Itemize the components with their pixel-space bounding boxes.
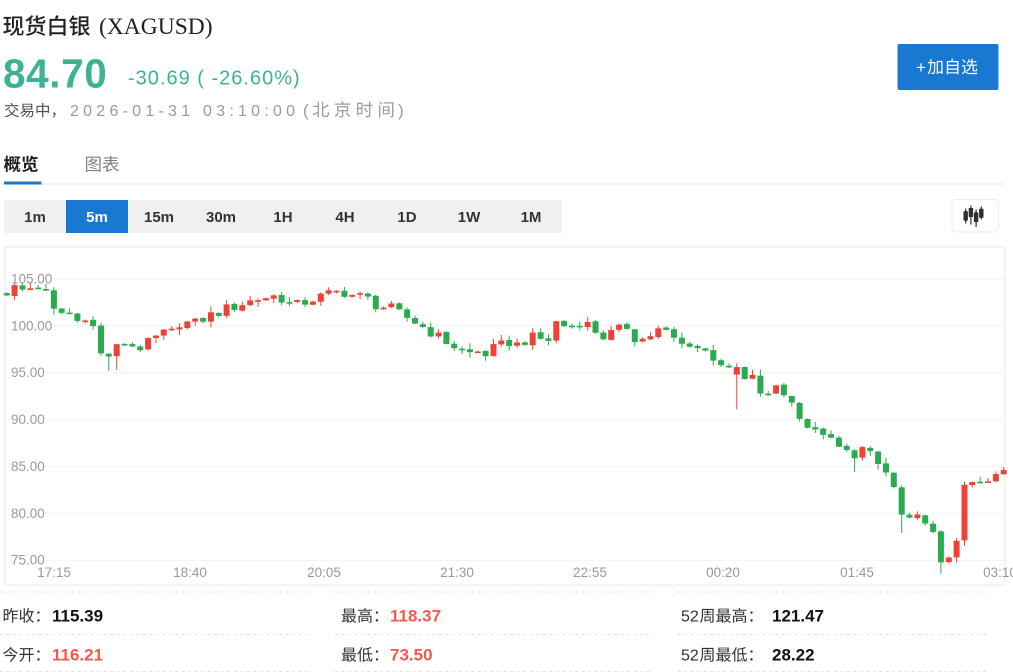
svg-text:(XAGUSD): (XAGUSD) [99,14,213,40]
svg-text:118.37: 118.37 [390,607,441,626]
svg-text:1M: 1M [521,209,542,226]
svg-text:21:30: 21:30 [440,565,474,580]
svg-text:(: ( [303,101,309,120]
svg-text:115.39: 115.39 [52,607,103,626]
svg-text:): ) [398,101,404,120]
svg-text:5m: 5m [86,209,108,226]
svg-text:22:55: 22:55 [573,565,607,580]
svg-text:80.00: 80.00 [11,506,45,521]
svg-text:00:20: 00:20 [706,565,740,580]
svg-text:121.47: 121.47 [772,607,824,626]
svg-text:105.00: 105.00 [11,272,52,287]
svg-text:90.00: 90.00 [11,412,45,427]
svg-text:03:10: 03:10 [983,565,1013,580]
svg-text:52: 52 [681,648,699,665]
svg-text:1m: 1m [24,209,46,226]
svg-text:20:05: 20:05 [307,565,341,580]
svg-text:01:45: 01:45 [840,565,874,580]
svg-text:28.22: 28.22 [772,646,815,665]
svg-text:52: 52 [681,609,699,626]
svg-text:1H: 1H [273,209,292,226]
svg-text:75.00: 75.00 [11,553,45,568]
svg-text:18:40: 18:40 [173,565,207,580]
svg-text:116.21: 116.21 [52,646,103,665]
svg-text:2026-01-31 03:10:00: 2026-01-31 03:10:00 [70,103,299,120]
svg-text:85.00: 85.00 [11,459,45,474]
svg-text:1W: 1W [458,209,481,226]
svg-text:+: + [916,58,926,77]
svg-text:95.00: 95.00 [11,365,45,380]
svg-text:15m: 15m [144,209,174,226]
svg-text:4H: 4H [335,209,354,226]
svg-text:1D: 1D [397,209,416,226]
svg-text:30m: 30m [206,209,236,226]
svg-text:-30.69 ( -26.60%): -30.69 ( -26.60%) [128,68,301,90]
svg-text:84.70: 84.70 [3,51,107,97]
svg-text:17:15: 17:15 [37,565,71,580]
svg-text:73.50: 73.50 [390,646,433,665]
svg-text:100.00: 100.00 [11,318,52,333]
